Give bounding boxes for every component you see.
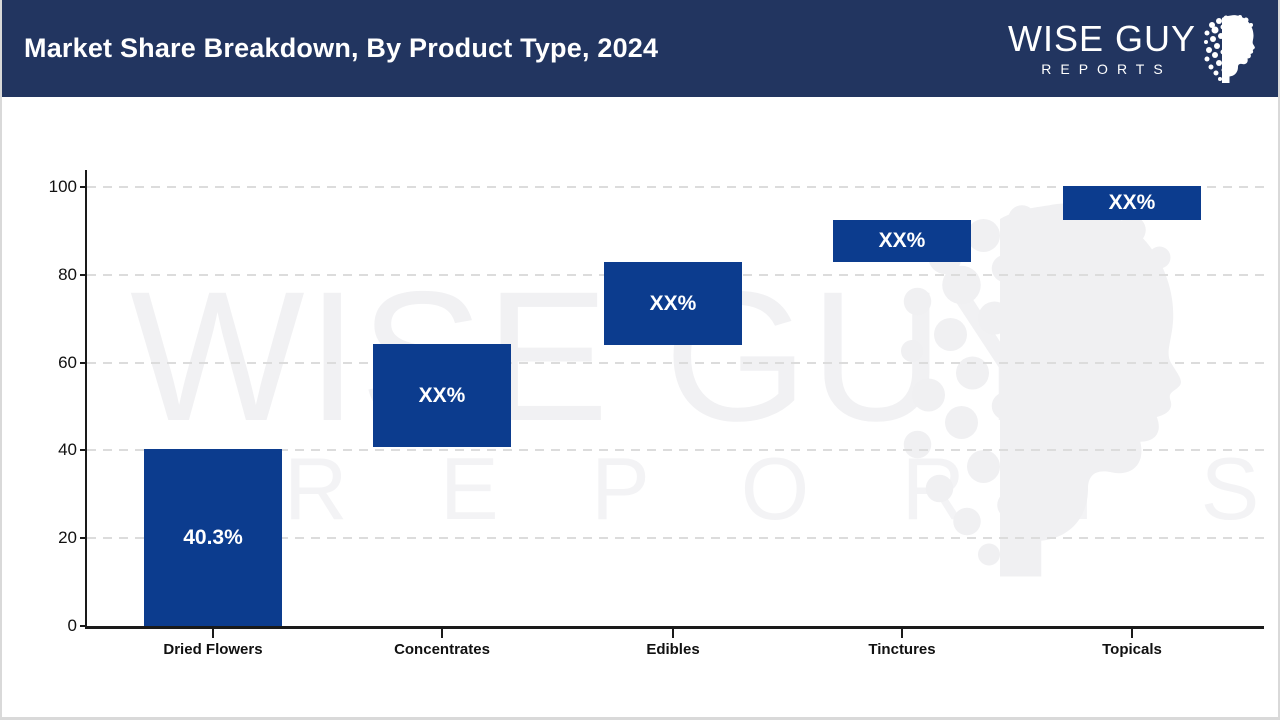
x-tick-3 (901, 629, 903, 638)
y-tick-0 (80, 625, 87, 627)
x-category-label: Tinctures (868, 641, 936, 658)
bar-dried-flowers: 40.3% (144, 449, 282, 626)
x-tick-0 (212, 629, 214, 638)
y-tick-label-100: 100 (48, 177, 77, 196)
gridline-20 (87, 537, 1264, 540)
chart-area: WISE GUY R E P O R T S 0 20 40 60 80 100 40.3%… (2, 97, 1278, 717)
logo-head-icon (1204, 14, 1255, 83)
x-tick-4 (1131, 629, 1133, 638)
x-category-label: Edibles (646, 641, 700, 658)
x-tick-2 (672, 629, 674, 638)
y-tick-80 (80, 273, 87, 276)
wise-guy-logo: WISE GUY REPORTS (1008, 14, 1262, 84)
y-axis-line (85, 170, 87, 629)
x-tick-1 (441, 629, 443, 638)
x-axis-line (85, 626, 1264, 629)
y-tick-label-0: 0 (67, 616, 77, 635)
bar-edibles: XX% (604, 261, 742, 345)
y-tick-label-40: 40 (58, 440, 77, 460)
x-category-label: Topicals (1102, 641, 1162, 658)
chart-title: Market Share Breakdown, By Product Type,… (24, 33, 659, 63)
bar-value-label: 40.3% (183, 526, 243, 550)
y-tick-60 (80, 361, 87, 364)
bar-topicals: XX% (1063, 185, 1201, 220)
bar-value-label: XX% (418, 384, 466, 408)
y-tick-label-20: 20 (58, 528, 77, 548)
y-tick-40 (80, 449, 87, 452)
gridline-100 (87, 186, 1264, 188)
logo-wordmark: WISE GUY (1007, 18, 1196, 59)
y-tick-100 (80, 186, 87, 188)
bar-tinctures: XX% (833, 219, 971, 262)
y-tick-label-80: 80 (58, 264, 77, 284)
y-tick-20 (80, 537, 87, 540)
gridline-40 (87, 449, 1264, 452)
x-category-label: Concentrates (394, 641, 490, 658)
plot: 0 20 40 60 80 100 40.3% XX% XX% XX% XX% Dried Flowe… (2, 97, 1278, 717)
x-category-label: Dried Flowers (163, 641, 263, 658)
header-banner: Market Share Breakdown, By Product Type,… (2, 0, 1278, 97)
bar-value-label: XX% (878, 229, 926, 253)
bar-value-label: XX% (649, 291, 697, 315)
logo-subtext: REPORTS (1041, 61, 1172, 77)
logo-text: WISE GUY REPORTS (1007, 18, 1196, 77)
gridline-60 (87, 361, 1264, 364)
y-tick-label-60: 60 (58, 352, 77, 372)
bar-value-label: XX% (1108, 191, 1156, 215)
bar-concentrates: XX% (373, 343, 511, 448)
